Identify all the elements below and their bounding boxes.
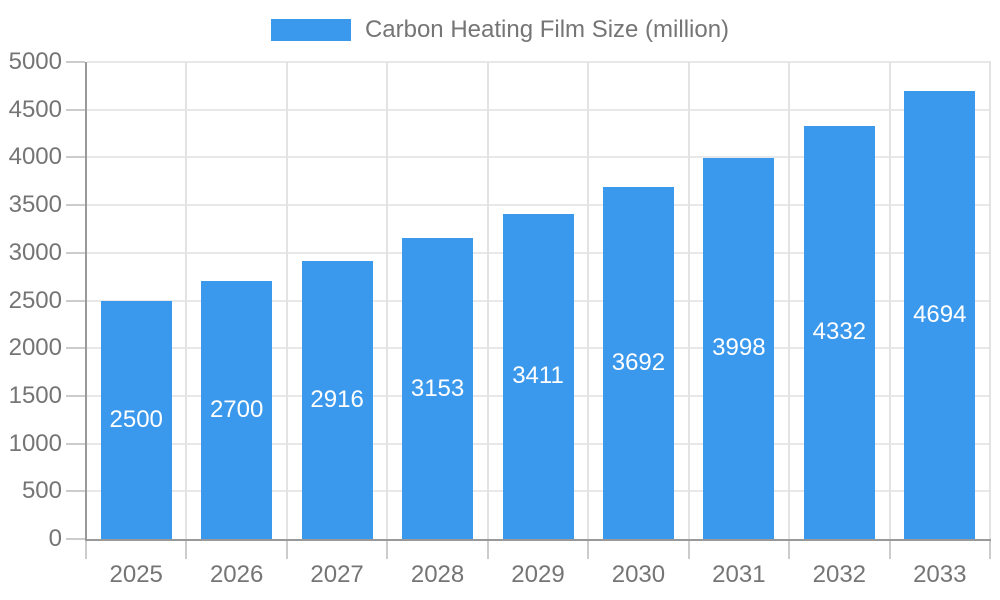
x-axis-label: 2029 [511,561,565,588]
x-gridline [185,62,188,539]
bar[interactable] [602,186,674,539]
y-axis-label: 500 [21,477,62,505]
y-axis-label: 4000 [8,143,62,171]
x-axis-label: 2025 [109,561,163,588]
y-axis-tick [66,61,85,63]
bar-value-label: 3692 [611,348,666,376]
y-axis-label: 3000 [8,238,62,266]
x-axis-tick [386,541,389,559]
x-axis-label: 2027 [310,561,364,588]
y-axis-tick [66,538,85,540]
y-gridline [87,156,991,159]
bar-value-label: 2500 [109,405,163,433]
x-gridline [888,62,891,539]
y-axis-tick [66,347,85,350]
x-axis-line [85,539,991,541]
bar[interactable] [703,157,775,539]
y-gridline [87,108,991,111]
x-gridline [486,62,489,539]
x-axis-tick [285,541,288,559]
legend[interactable]: Carbon Heating Film Size (million) [0,16,1000,44]
x-axis-tick [486,541,489,559]
x-axis-label: 2031 [712,561,766,588]
bar[interactable] [904,91,976,539]
y-gridline [87,61,991,63]
x-axis-label: 2028 [410,561,465,588]
x-gridline [687,62,690,539]
bar[interactable] [402,238,474,539]
y-axis-label: 1500 [8,381,62,409]
y-axis-tick [66,108,85,111]
x-axis-tick [989,541,991,559]
legend-label: Carbon Heating Film Size (million) [364,16,730,43]
bar[interactable] [502,213,574,539]
bar-value-label: 4694 [913,301,967,329]
y-axis-label: 3500 [8,191,62,219]
x-gridline [788,62,791,539]
x-gridline [386,62,389,539]
x-axis-tick [185,541,188,559]
bar[interactable] [803,125,875,539]
bar[interactable] [301,260,373,539]
y-gridline [87,204,991,207]
x-axis-label: 2026 [209,561,264,588]
y-axis-label: 1000 [8,429,62,457]
bar-value-label: 4332 [812,318,867,346]
x-gridline [989,62,991,539]
x-axis-tick [687,541,690,559]
y-axis-tick [66,156,85,159]
bar-value-label: 3153 [410,374,465,402]
x-axis-label: 2032 [812,561,867,588]
bar[interactable] [100,300,172,539]
y-axis-tick [66,490,85,493]
bar-value-label: 3998 [712,334,766,362]
bar[interactable] [201,281,273,539]
bar-value-label: 3411 [512,362,564,390]
y-axis-tick [66,394,85,397]
y-axis-tick [66,299,85,302]
x-axis-label: 2033 [913,561,967,588]
y-axis-label: 0 [48,525,62,552]
x-gridline [285,62,288,539]
x-axis-tick [888,541,891,559]
y-axis-tick [66,204,85,207]
y-axis-tick [66,251,85,254]
bar-value-label: 2916 [310,385,364,413]
x-axis-tick [788,541,791,559]
x-axis-tick [85,541,87,559]
bar-value-label: 2700 [209,396,264,424]
y-axis-label: 4500 [8,95,62,123]
legend-swatch-icon [270,19,351,41]
y-axis-label: 2500 [8,286,62,314]
y-axis-label: 2000 [8,334,62,362]
y-axis-label: 5000 [8,48,62,75]
x-axis-label: 2030 [611,561,666,588]
y-axis-line [85,62,87,541]
y-axis-tick [66,442,85,445]
x-gridline [587,62,590,539]
x-axis-tick [587,541,590,559]
